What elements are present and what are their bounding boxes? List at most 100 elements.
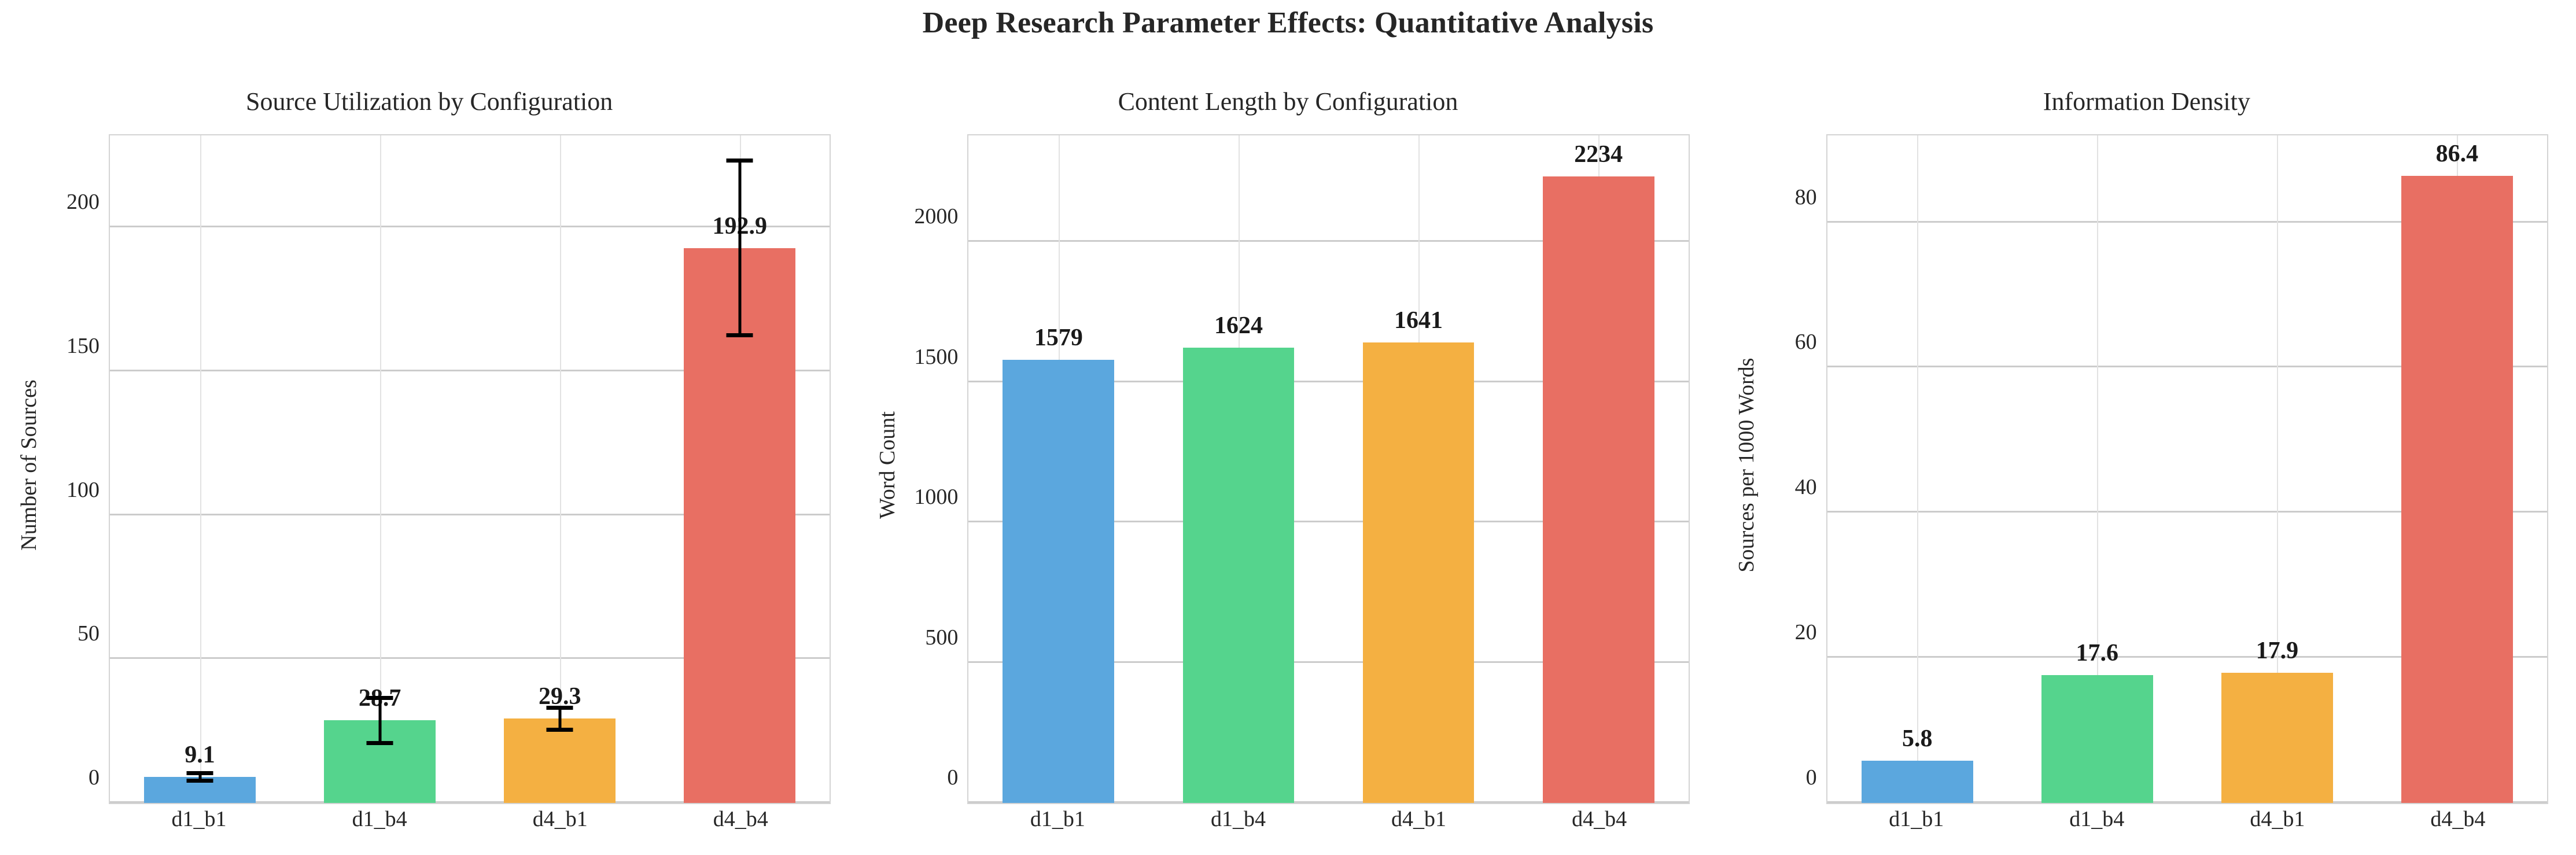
- error-bar-d4_b4: [726, 159, 753, 337]
- error-bar-cap-top: [726, 159, 753, 163]
- x-gridline: [200, 135, 201, 803]
- error-bar-cap-bottom: [366, 740, 393, 745]
- bar-d1_b4[interactable]: 17.6: [2041, 640, 2153, 803]
- figure-title: Deep Research Parameter Effects: Quantit…: [922, 6, 1654, 39]
- plot-area: 0 500 1000 1500 2000 1579 1624 1641 2234: [914, 134, 1690, 804]
- y-tick-label: 100: [67, 477, 99, 502]
- bar-value-label: 2234: [1574, 141, 1623, 168]
- y-tick-label: 0: [89, 765, 99, 790]
- x-tick-label-d4_b1: d4_b1: [532, 807, 588, 831]
- y-gridline: [1827, 801, 2547, 803]
- bar-value-label: 9.1: [185, 741, 215, 768]
- plot-area: 0 50 100 150 200 9.1 28.7 29.3 192.9: [67, 134, 831, 804]
- y-axis-label: Sources per 1000 Words: [1734, 358, 1759, 573]
- y-gridline: [110, 369, 830, 371]
- x-gridline: [2097, 135, 2099, 803]
- x-tick-label-d1_b1: d1_b1: [1889, 807, 1944, 831]
- y-tick-label: 0: [1805, 765, 1817, 790]
- y-gridline: [110, 657, 830, 659]
- y-gridline: [968, 380, 1689, 382]
- x-gridline: [1917, 135, 1919, 803]
- error-bar-cap-bottom: [726, 333, 753, 337]
- bar-d4_b1[interactable]: 1641: [1362, 307, 1475, 803]
- x-tick-label-d1_b1: d1_b1: [171, 807, 227, 831]
- error-bar-cap-top: [366, 695, 393, 700]
- bar-slot: 17.9: [2187, 135, 2367, 803]
- y-axis-label-wrap: Word Count: [875, 139, 909, 791]
- error-bar-cap-top: [186, 771, 213, 775]
- x-tick-labels: d1_b1 d1_b4 d4_b1 d4_b4: [1826, 806, 2548, 835]
- bar-d1_b1[interactable]: 5.8: [1861, 725, 1973, 803]
- error-bar-cap-bottom: [186, 778, 213, 783]
- bar-group: 1579 1624 1641 2234: [968, 135, 1688, 803]
- y-axis-label: Number of Sources: [17, 379, 41, 551]
- x-gridline: [379, 135, 381, 803]
- x-tick-label-d4_b1: d4_b1: [1391, 807, 1447, 831]
- bar-d4_b4[interactable]: 192.9: [684, 213, 796, 803]
- bar-group: 5.8 17.6 17.9 86.4: [1827, 135, 2547, 803]
- subplot-2: Content Length by Configuration Word Coun…: [858, 81, 1717, 855]
- y-axis-label-wrap: Number of Sources: [17, 139, 51, 791]
- subplot-row: Source Utilization by Configuration Numbe…: [0, 81, 2576, 855]
- bar-d4_b4[interactable]: 86.4: [2401, 141, 2513, 803]
- bar-d1_b1[interactable]: 1579: [1003, 325, 1115, 803]
- subplot-title: Content Length by Configuration: [1118, 87, 1458, 116]
- subplot-title: Source Utilization by Configuration: [246, 87, 613, 116]
- bar-d4_b1[interactable]: 17.9: [2221, 637, 2333, 803]
- y-gridline: [968, 801, 1689, 803]
- y-tick-label: 200: [67, 190, 99, 215]
- x-tick-label-d4_b4: d4_b4: [2430, 807, 2486, 831]
- bar-slot: 9.1: [110, 135, 290, 803]
- x-tick-label-d4_b1: d4_b1: [2250, 807, 2305, 831]
- subplot-3: Information Density Sources per 1000 Word…: [1718, 81, 2576, 855]
- bar-slot: 2234: [1509, 135, 1689, 803]
- y-tick-label: 150: [67, 333, 99, 358]
- y-tick-label: 20: [1794, 620, 1817, 645]
- error-bar-d1_b4: [366, 695, 393, 745]
- bar-value-label: 1641: [1394, 307, 1443, 334]
- bar-slot: 1641: [1328, 135, 1508, 803]
- y-tick-label: 500: [925, 625, 959, 650]
- bar-value-label: 17.6: [2076, 640, 2119, 667]
- bar-value-label: 17.9: [2256, 637, 2299, 665]
- y-gridline: [1827, 511, 2547, 513]
- bar-slot: 192.9: [650, 135, 830, 803]
- y-tick-label: 1500: [914, 344, 959, 369]
- x-tick-label-d4_b4: d4_b4: [713, 807, 768, 831]
- bar-slot: 1624: [1148, 135, 1328, 803]
- subplot-title: Information Density: [2043, 87, 2250, 116]
- bar-slot: 86.4: [2367, 135, 2547, 803]
- error-bar-d1_b1: [186, 771, 213, 783]
- bar-value-label: 86.4: [2435, 141, 2479, 168]
- bar-d4_b1[interactable]: 29.3: [504, 683, 616, 803]
- x-tick-label-d4_b4: d4_b4: [1572, 807, 1627, 831]
- y-axis-label: Word Count: [875, 411, 900, 519]
- bar-slot: 1579: [968, 135, 1148, 803]
- y-gridline: [968, 661, 1689, 663]
- y-tick-label: 60: [1794, 330, 1817, 355]
- y-gridline: [1827, 656, 2547, 658]
- y-tick-label: 40: [1794, 475, 1817, 500]
- bar-d1_b4[interactable]: 1624: [1182, 312, 1295, 803]
- y-gridline: [1827, 366, 2547, 368]
- x-gridline: [2277, 135, 2279, 803]
- y-tick-label: 1000: [914, 485, 959, 510]
- error-bar-cap-top: [546, 705, 573, 710]
- bar-value-label: 29.3: [538, 683, 581, 710]
- x-tick-label-d1_b1: d1_b1: [1030, 807, 1085, 831]
- y-tick-label: 2000: [914, 204, 959, 229]
- y-gridline: [1827, 220, 2547, 223]
- bar-d4_b4[interactable]: 2234: [1542, 141, 1654, 803]
- y-gridline: [968, 521, 1689, 523]
- y-gridline: [968, 240, 1689, 242]
- x-tick-labels: d1_b1 d1_b4 d4_b1 d4_b4: [109, 806, 831, 835]
- bar-slot: 28.7: [290, 135, 470, 803]
- bar-value-label: 1624: [1214, 312, 1263, 339]
- y-tick-label: 80: [1794, 185, 1817, 209]
- x-tick-label-d1_b4: d1_b4: [1210, 807, 1266, 831]
- bar-group: 9.1 28.7 29.3 192.9: [110, 135, 830, 803]
- y-gridline: [110, 513, 830, 515]
- y-gridline: [110, 226, 830, 228]
- plot-area: 0 20 40 60 80 5.8 17.6 17.9 86.4: [1795, 134, 2548, 804]
- subplot-1: Source Utilization by Configuration Numbe…: [0, 81, 858, 855]
